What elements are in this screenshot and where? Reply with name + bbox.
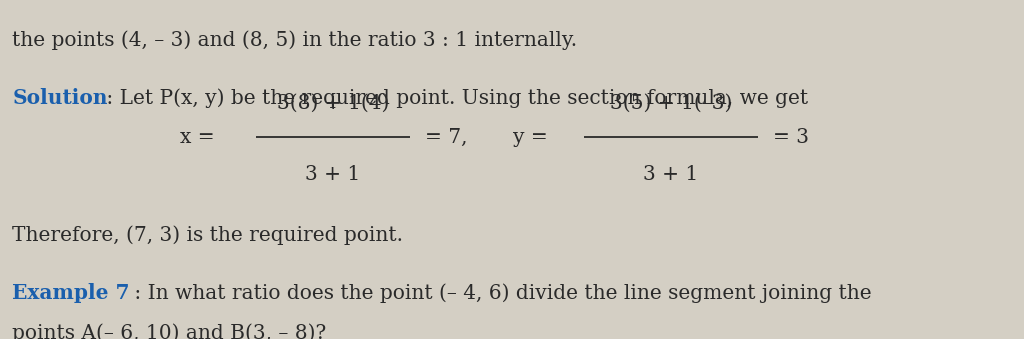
Text: 3(8) + 1(4): 3(8) + 1(4) <box>276 94 389 113</box>
Text: points A(– 6, 10) and B(3, – 8)?: points A(– 6, 10) and B(3, – 8)? <box>12 324 327 339</box>
Text: 3 + 1: 3 + 1 <box>305 165 360 184</box>
Text: Example 7: Example 7 <box>12 283 130 303</box>
Text: : In what ratio does the point (– 4, 6) divide the line segment joining the: : In what ratio does the point (– 4, 6) … <box>128 283 871 303</box>
Text: 3(5) + 1(–3): 3(5) + 1(–3) <box>609 94 732 113</box>
Text: = 3: = 3 <box>773 128 809 147</box>
Text: y =: y = <box>513 128 548 147</box>
Text: the points (4, – 3) and (8, 5) in the ratio 3 : 1 internally.: the points (4, – 3) and (8, 5) in the ra… <box>12 31 578 50</box>
Text: Solution: Solution <box>12 88 108 108</box>
Text: = 7,: = 7, <box>425 128 468 147</box>
Text: : Let P(x, y) be the required point. Using the section formula, we get: : Let P(x, y) be the required point. Usi… <box>100 88 809 108</box>
Text: 3 + 1: 3 + 1 <box>643 165 698 184</box>
Text: Therefore, (7, 3) is the required point.: Therefore, (7, 3) is the required point. <box>12 225 403 245</box>
Text: x =: x = <box>180 128 215 147</box>
